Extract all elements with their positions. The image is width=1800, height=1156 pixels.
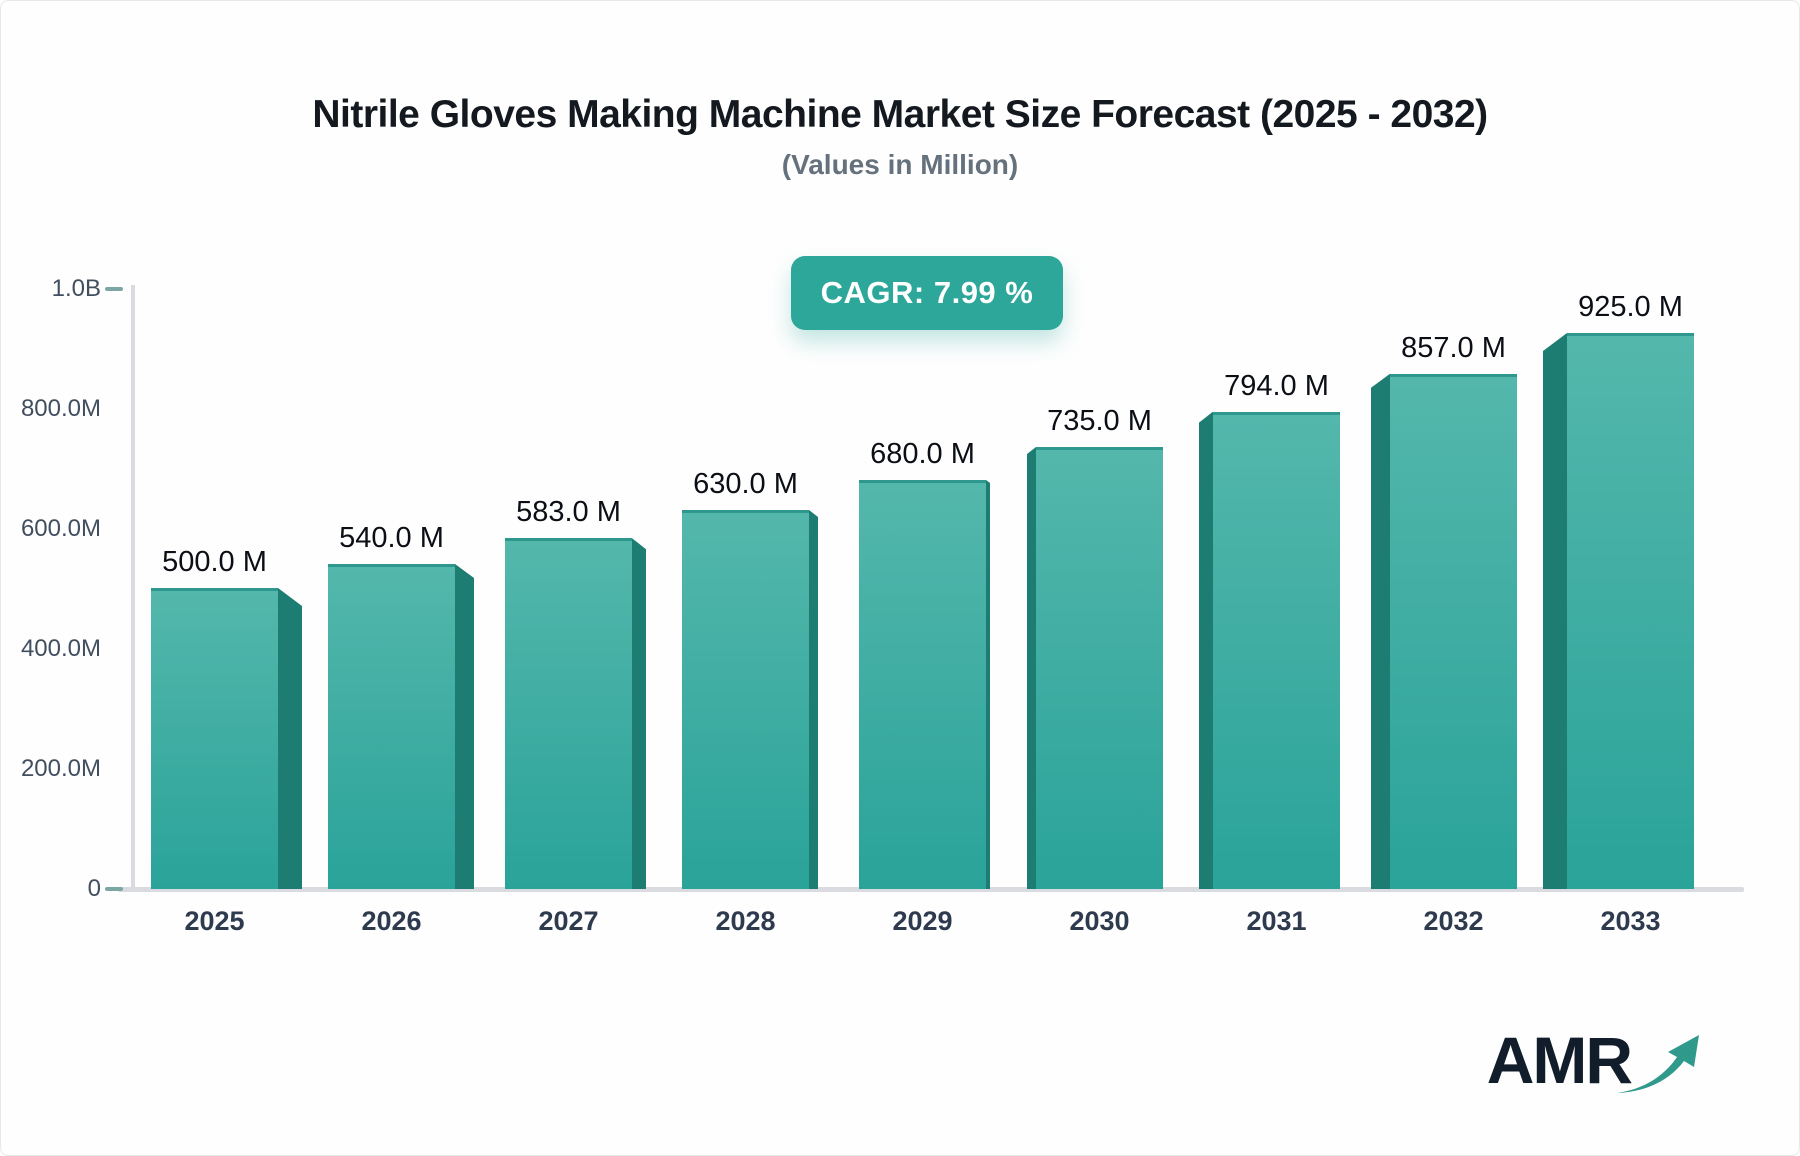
bar-value-label-2033: 925.0 M <box>1578 291 1683 323</box>
bar-2031 <box>1213 411 1340 889</box>
bar-value-label-2030: 735.0 M <box>1047 405 1152 437</box>
bar-value-label-2032: 857.0 M <box>1401 331 1506 364</box>
bar-value-label-2031: 794.0 M <box>1224 369 1329 402</box>
bar-side-face-2031 <box>1199 411 1213 889</box>
y-axis-label-200.0M: 200.0M <box>20 755 101 782</box>
bar-side-face-2025 <box>278 588 302 889</box>
y-axis-label-400.0M: 400.0M <box>20 635 101 662</box>
x-axis-label-2029: 2029 <box>892 906 953 936</box>
y-axis-label-600.0M: 600.0M <box>20 515 101 542</box>
cagr-badge-label: CAGR: 7.99 % <box>820 275 1034 310</box>
x-axis-label-2026: 2026 <box>361 906 422 936</box>
bar-side-face-2032 <box>1371 373 1390 889</box>
x-axis-label-2028: 2028 <box>715 906 776 936</box>
x-axis-label-2030: 2030 <box>1069 906 1130 936</box>
bar-2033 <box>1567 333 1694 889</box>
bar-side-face-2029 <box>986 480 990 889</box>
bar-value-label-2028: 630.0 M <box>693 468 798 500</box>
bar-side-face-2026 <box>455 564 474 889</box>
bar-side-face-2028 <box>809 510 818 889</box>
bar-2028 <box>682 510 809 889</box>
x-axis-label-2033: 2033 <box>1600 906 1661 936</box>
bar-side-face-2033 <box>1543 333 1567 889</box>
bar-2029 <box>859 480 986 889</box>
bar-2030 <box>1036 447 1163 889</box>
bar-2026 <box>328 564 455 889</box>
growth-arrow-icon <box>1617 1035 1699 1093</box>
x-axis-label-2025: 2025 <box>184 906 245 936</box>
bar-value-label-2027: 583.0 M <box>516 496 621 529</box>
x-axis-label-2031: 2031 <box>1246 906 1307 936</box>
cagr-badge: CAGR: 7.99 % <box>791 256 1063 330</box>
bar-side-face-2027 <box>632 538 646 889</box>
y-axis-tick <box>105 887 123 891</box>
bar-value-label-2029: 680.0 M <box>870 438 975 470</box>
bar-2032 <box>1390 373 1517 889</box>
bar-value-label-2025: 500.0 M <box>162 546 267 578</box>
bar-2025 <box>151 588 278 889</box>
x-axis-label-2027: 2027 <box>538 906 599 936</box>
x-axis-label-2032: 2032 <box>1423 906 1484 936</box>
x-axis-line <box>118 887 1744 892</box>
bar-2027 <box>505 538 632 889</box>
y-axis-line <box>131 285 135 889</box>
page-title: Nitrile Gloves Making Machine Market Siz… <box>312 93 1488 136</box>
y-axis-tick <box>105 287 123 291</box>
page-subtitle: (Values in Million) <box>781 149 1019 180</box>
bar-side-face-2030 <box>1027 447 1036 889</box>
y-axis-label-800.0M: 800.0M <box>20 395 101 422</box>
bar-value-label-2026: 540.0 M <box>339 522 444 554</box>
amr-logo-text: AMR <box>1486 1023 1633 1097</box>
amr-logo: AMR <box>1487 1027 1707 1099</box>
y-axis-label-0: 0 <box>87 875 101 902</box>
y-axis-label-1.0B: 1.0B <box>51 275 101 302</box>
